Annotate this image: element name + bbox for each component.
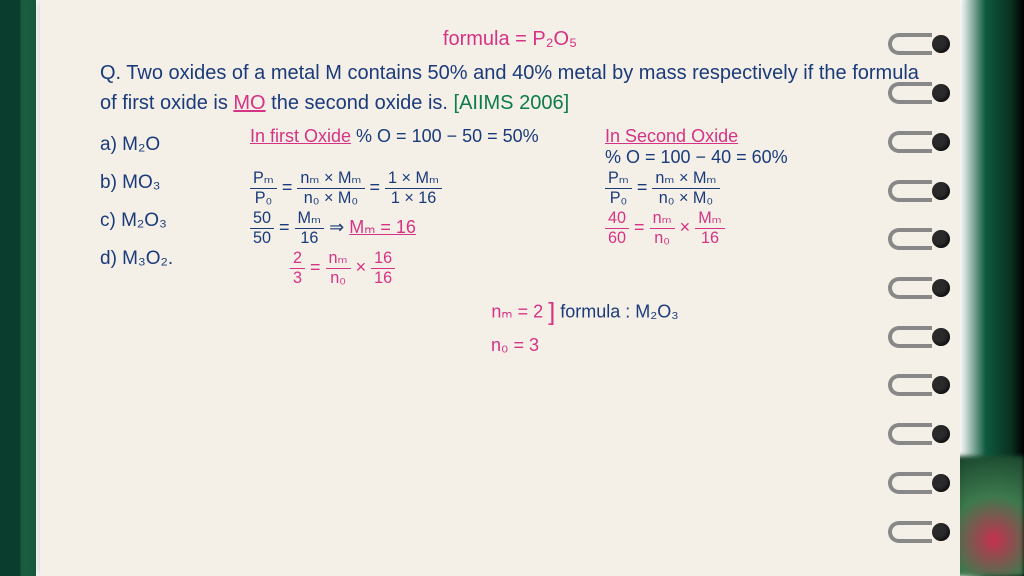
- ring-icon: [888, 423, 932, 445]
- left-eq3: 23 = nₘn₀ × 1616: [250, 248, 585, 288]
- notebook-page: formula = P₂O₅ Q. Two oxides of a metal …: [40, 0, 960, 576]
- first-title: In first Oxide: [250, 126, 351, 146]
- res-no: n₀ = 3: [491, 335, 539, 355]
- option-b: b) MO₃: [100, 164, 220, 202]
- ring-icon: [888, 131, 932, 153]
- right-eq2: 4060 = nₘn₀ × Mₘ16: [605, 208, 920, 248]
- question-blank: MO: [233, 92, 265, 114]
- question-text: Q. Two oxides of a metal M contains 50% …: [100, 58, 920, 118]
- result-line: nₘ = 2 ] formula : M₂O₃ n₀ = 3: [250, 294, 920, 359]
- ring-icon: [888, 228, 932, 250]
- ring-icon: [888, 374, 932, 396]
- option-a: a) M₂O: [100, 126, 220, 164]
- first-oxide-col: In first Oxide % O = 100 − 50 = 50%: [250, 126, 565, 147]
- second-oxide-col: In Second Oxide % O = 100 − 40 = 60%: [605, 126, 920, 168]
- ring-icon: [888, 180, 932, 202]
- first-pct: % O = 100 − 50 = 50%: [356, 126, 539, 146]
- res-nm: nₘ = 2: [491, 302, 543, 322]
- working-area: In first Oxide % O = 100 − 50 = 50% In S…: [250, 126, 920, 363]
- question-suffix: the second oxide is.: [271, 92, 448, 114]
- mm-result: Mₘ = 16: [349, 217, 416, 237]
- spiral-rings: [888, 0, 948, 576]
- left-eq2: 5050 = Mₘ16 ⇒ Mₘ = 16: [250, 208, 565, 248]
- ring-icon: [888, 521, 932, 543]
- ring-icon: [888, 33, 932, 55]
- second-pct: % O = 100 − 40 = 60%: [605, 147, 920, 168]
- option-d: d) M₃O₂.: [100, 240, 220, 278]
- options-column: a) M₂O b) MO₃ c) M₂O₃ d) M₃O₂.: [100, 126, 220, 278]
- right-eq1: PₘP₀ = nₘ × Mₘn₀ × M₀: [605, 168, 920, 208]
- ring-icon: [888, 472, 932, 494]
- ring-icon: [888, 326, 932, 348]
- option-c: c) M₂O₃: [100, 202, 220, 240]
- question-source: [AIIMS 2006]: [454, 92, 570, 114]
- content-row: a) M₂O b) MO₃ c) M₂O₃ d) M₃O₂. In first …: [100, 126, 920, 363]
- formula-answer: M₂O₃: [635, 302, 678, 322]
- header-formula: formula = P₂O₅: [100, 24, 920, 54]
- left-eq1: PₘP₀ = nₘ × Mₘn₀ × M₀ = 1 × Mₘ1 × 16: [250, 168, 565, 208]
- second-title: In Second Oxide: [605, 126, 920, 147]
- formula-label: formula :: [560, 302, 630, 322]
- ring-icon: [888, 277, 932, 299]
- ring-icon: [888, 82, 932, 104]
